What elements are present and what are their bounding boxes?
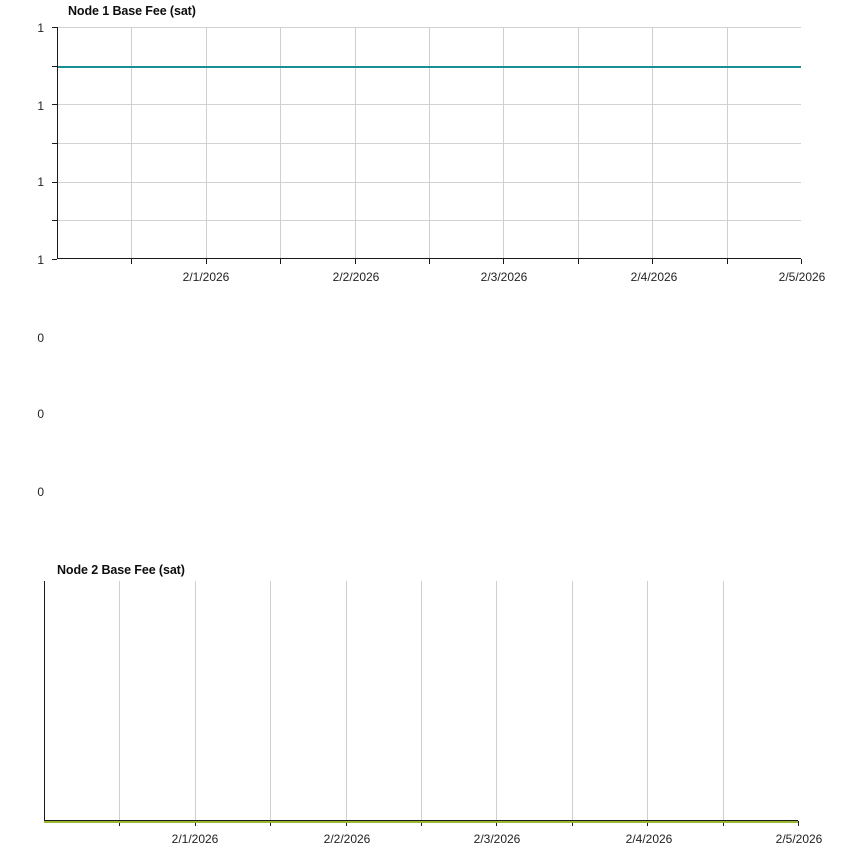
y-axis-tick-label: 1 <box>37 21 44 35</box>
y-axis-tick-label: 0 <box>37 331 44 345</box>
x-axis-tick-label: 2/3/2026 <box>473 832 521 846</box>
y-tick-mark: 1 <box>37 21 57 35</box>
x-axis-tick-label: 2/2/2026 <box>323 832 371 846</box>
x-axis-line-node-2 <box>44 820 798 821</box>
x-axis-line-node-1 <box>57 258 801 259</box>
x-tick-mark: 2/4/2026 <box>355 259 677 284</box>
gridline-vertical <box>346 581 347 821</box>
gridline-vertical <box>496 581 497 821</box>
x-tick-mark: 2/10/2026 <box>801 259 802 264</box>
y-tick-mark: 0 <box>37 220 57 421</box>
y-tick-mark: 1 <box>37 66 57 113</box>
gridline-vertical <box>280 27 281 259</box>
y-tick-mark: 0 <box>37 182 57 345</box>
data-series-node-1-base-fee <box>57 65 801 68</box>
gridline-vertical <box>727 27 728 259</box>
x-axis-tick-label: 2/4/2026 <box>625 832 673 846</box>
x-tick-mark: 2/7/2026 <box>578 259 579 264</box>
plot-area-node-2: 2/1/2026 2/2/2026 2/3/2026 2/4/2026 2/5/2026… <box>44 581 822 846</box>
x-tick-mark: 2/9/2026 <box>727 259 728 264</box>
gridline-vertical <box>355 27 356 259</box>
gridline-vertical <box>429 27 430 259</box>
gridline-vertical <box>270 581 271 821</box>
x-axis-tick-label: 2/1/2026 <box>182 270 230 284</box>
x-tick-mark: 2/6/2026 <box>503 259 504 264</box>
plot-area-node-1: 1 1 1 1 0 0 0 2/1/2026 2/2/2026 2/3/2026 2/4/2026… <box>37 21 825 499</box>
gridline-vertical <box>647 581 648 821</box>
gridline-vertical <box>578 27 579 259</box>
y-axis-line-node-2 <box>44 581 45 821</box>
x-axis-tick-label: 2/4/2026 <box>630 270 678 284</box>
y-axis-tick-label: 0 <box>37 407 44 421</box>
y-tick-mark: 1 <box>37 143 57 267</box>
gridline-vertical <box>206 27 207 259</box>
y-axis-line-node-1 <box>57 27 58 259</box>
y-axis-tick-label: 1 <box>37 253 44 267</box>
x-axis-tick-label: 2/5/2026 <box>778 270 826 284</box>
x-tick-mark: 2/8/2026 <box>652 259 653 264</box>
gridline-vertical <box>503 27 504 259</box>
x-axis-tick-label: 2/5/2026 <box>775 832 823 846</box>
x-tick-mark: 2/1/2026 <box>131 259 229 284</box>
gridline-vertical <box>572 581 573 821</box>
y-tick-mark: 1 <box>37 104 57 189</box>
data-series-node-2-base-fee <box>44 821 798 823</box>
gridline-vertical <box>421 581 422 821</box>
chart-title-node-1: Node 1 Base Fee (sat) <box>68 4 196 18</box>
gridline-vertical <box>131 27 132 259</box>
y-tick-mark: 0 <box>37 259 57 499</box>
chart-panel-node-2: Node 2 Base Fee (sat) 2/1/2026 2/2/2026 2/… <box>0 278 860 846</box>
x-axis-tick-label: 2/1/2026 <box>171 832 219 846</box>
x-tick-mark: 2/5/2026 <box>429 259 825 284</box>
chart-panel-node-1: Node 1 Base Fee (sat) 1 1 1 1 0 0 0 2/1/2026 2/… <box>0 0 860 499</box>
y-axis-tick-label: 0 <box>37 485 44 499</box>
gridline-vertical <box>119 581 120 821</box>
x-tick-mark: 2/3/2026 <box>280 259 527 284</box>
x-tick-mark: 2/10/2026 <box>798 821 799 826</box>
gridline-vertical <box>195 581 196 821</box>
gridline-vertical <box>723 581 724 821</box>
chart-title-node-2: Node 2 Base Fee (sat) <box>57 563 185 577</box>
y-axis-tick-label: 1 <box>37 175 44 189</box>
y-axis-tick-label: 1 <box>37 99 44 113</box>
gridline-vertical <box>652 27 653 259</box>
x-axis-tick-label: 2/3/2026 <box>480 270 528 284</box>
x-tick-mark: 2/2/2026 <box>206 259 379 284</box>
x-axis-tick-label: 2/2/2026 <box>332 270 380 284</box>
